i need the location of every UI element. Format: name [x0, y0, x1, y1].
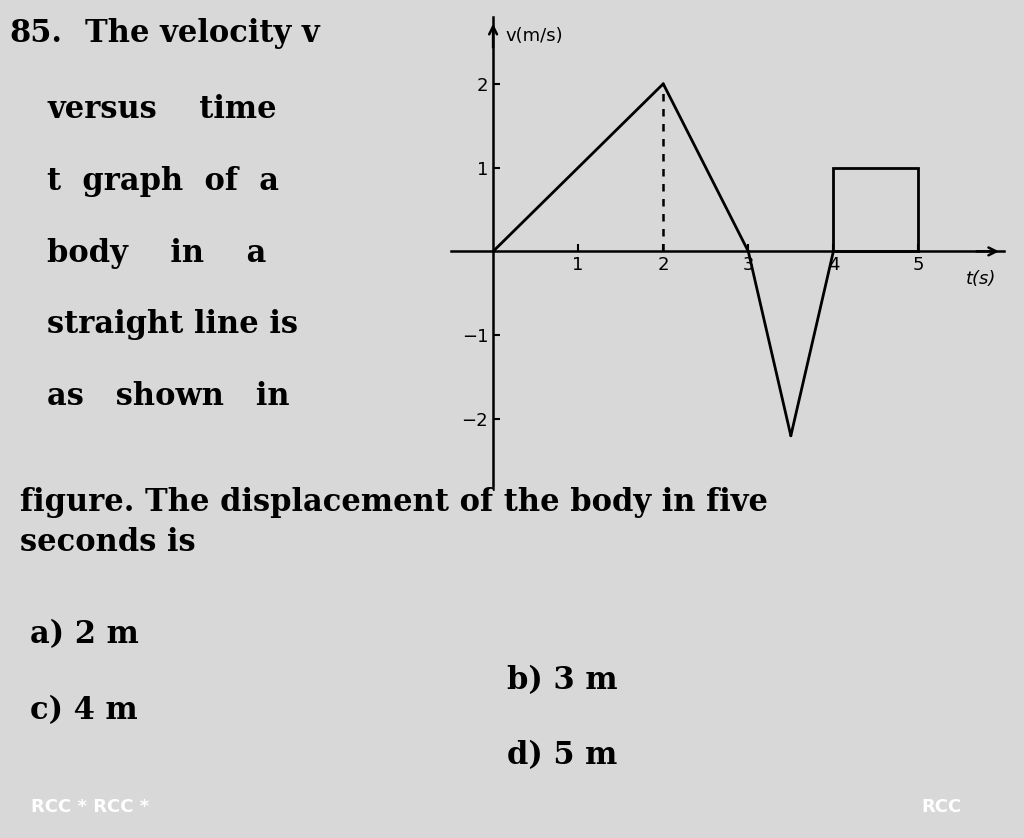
Text: RCC * RCC *: RCC * RCC *: [31, 798, 148, 815]
Text: RCC: RCC: [922, 798, 962, 815]
Text: v(m/s): v(m/s): [506, 27, 563, 44]
Text: t(s): t(s): [967, 270, 996, 287]
Text: versus    time: versus time: [47, 95, 276, 126]
Text: d) 5 m: d) 5 m: [507, 740, 617, 771]
Text: as   shown   in: as shown in: [47, 381, 290, 412]
Text: body    in    a: body in a: [47, 238, 266, 269]
Text: figure. The displacement of the body in five
seconds is: figure. The displacement of the body in …: [20, 487, 768, 558]
Text: c) 4 m: c) 4 m: [30, 695, 138, 726]
Text: The velocity v: The velocity v: [85, 18, 319, 49]
Text: 85.: 85.: [9, 18, 62, 49]
Text: b) 3 m: b) 3 m: [507, 665, 617, 696]
Text: a) 2 m: a) 2 m: [30, 619, 139, 650]
Text: straight line is: straight line is: [47, 309, 298, 340]
Bar: [834, 168, 919, 251]
Text: t  graph  of  a: t graph of a: [47, 166, 280, 197]
